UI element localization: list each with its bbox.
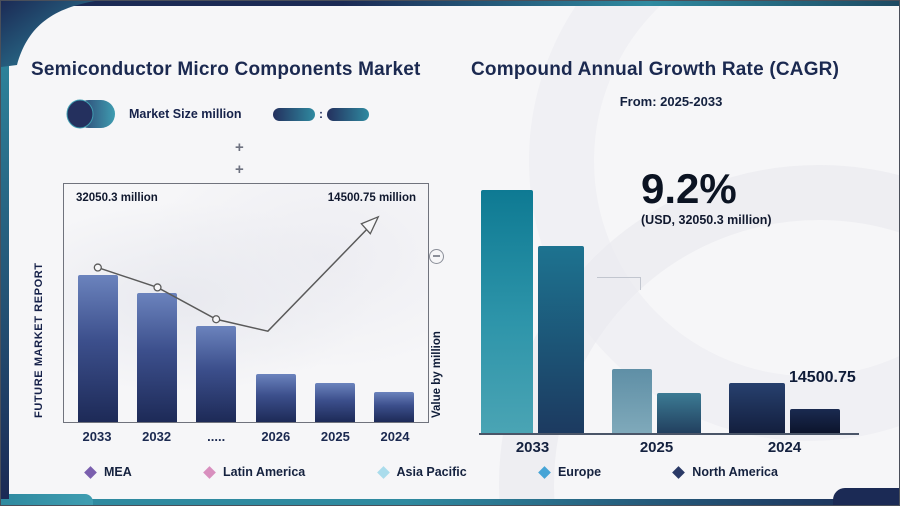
corner-wedge [1, 1, 95, 67]
diamond-icon [672, 465, 686, 479]
cagr-bar [612, 369, 652, 433]
region-legend-label: MEA [104, 465, 132, 479]
top-accent-bar [1, 1, 899, 6]
chart-start-value: 32050.3 million [76, 192, 158, 204]
diamond-icon [84, 465, 97, 479]
right-chart-title: Compound Annual Growth Rate (CAGR) [471, 59, 840, 80]
cagr-usd-note: (USD, 32050.3 million) [641, 213, 772, 227]
right-x-axis: 2033 2025 2024 [481, 439, 853, 456]
diamond-icon [538, 465, 551, 479]
x-axis-baseline [479, 433, 859, 435]
cagr-period: From: 2025-2033 [619, 94, 723, 109]
left-axis-year-label: 2033 [82, 429, 112, 444]
left-axis-year-label: 2032 [142, 429, 172, 444]
market-size-bar [314, 383, 355, 422]
left-x-axis: 2033 2032..... 2026 2025 2024 [63, 429, 429, 444]
region-legend-item: MEA [84, 465, 132, 479]
cagr-bar-group [729, 383, 840, 433]
cagr-bar [657, 393, 701, 433]
corner-accent [1, 494, 93, 505]
cagr-percentage: 9.2% [641, 165, 737, 212]
plus-icon: + [235, 139, 244, 156]
corner-accent [833, 488, 899, 505]
left-axis-year-label: ..... [207, 429, 226, 444]
diamond-icon [376, 465, 390, 479]
pill-separator: : [319, 107, 323, 121]
cagr-bar [790, 409, 840, 433]
right-axis-year-label: 2025 [639, 439, 674, 456]
right-axis-year-label: 2033 [515, 439, 550, 456]
cagr-bar-group [612, 369, 701, 433]
market-size-bar [196, 326, 237, 422]
value-axis-label: Value by million [431, 331, 443, 418]
pill-icon [273, 107, 315, 121]
cagr-bar [481, 190, 533, 433]
market-size-legend: Market Size million : [65, 97, 435, 131]
pill-icon [327, 107, 369, 121]
cylinder-icon [66, 99, 115, 129]
arrow-up-right-icon [360, 215, 380, 235]
diamond-icon [203, 465, 216, 479]
region-legend: MEA Latin America Asia Pacific Europe North … [84, 465, 778, 479]
region-legend-label: Europe [557, 465, 602, 479]
left-axis-year-label: 2026 [261, 429, 291, 444]
market-size-chart: 32050.3 million 14500.75 million [63, 183, 429, 423]
market-size-bars [78, 275, 414, 422]
left-axis-year-label: 2025 [320, 429, 350, 444]
region-legend-label: Latin America [223, 465, 306, 479]
cagr-bar [729, 383, 785, 433]
region-legend-item: Asia Pacific [376, 465, 467, 479]
value-callout: 14500.75 [789, 369, 856, 386]
market-size-bar [137, 293, 178, 422]
plus-icon: + [235, 161, 244, 178]
region-legend-label: Asia Pacific [396, 465, 467, 479]
legend-pills: : [273, 107, 369, 121]
chart-end-value: 14500.75 million [327, 192, 416, 204]
left-chart-title: Semiconductor Micro Components Market [31, 59, 421, 80]
market-size-bar [78, 275, 118, 422]
region-legend-item: Europe [538, 465, 602, 479]
circle-minus-icon [429, 249, 444, 264]
market-size-legend-label: Market Size million [129, 107, 242, 121]
market-size-bar [373, 392, 414, 422]
bottom-accent-bar [1, 499, 899, 505]
region-legend-item: Latin America [203, 465, 306, 479]
left-axis-year-label: 2024 [380, 429, 410, 444]
cagr-bar-group [481, 190, 584, 433]
market-size-bar [255, 374, 296, 422]
step-line-decoration [597, 277, 641, 290]
cagr-bar [538, 246, 584, 433]
right-axis-year-label: 2024 [767, 439, 802, 456]
left-accent-bar [1, 27, 9, 499]
cagr-bar-chart [481, 167, 853, 433]
region-legend-item: North America [672, 465, 778, 479]
region-legend-label: North America [692, 465, 778, 479]
report-watermark: FUTURE MARKET REPORT [33, 262, 45, 418]
